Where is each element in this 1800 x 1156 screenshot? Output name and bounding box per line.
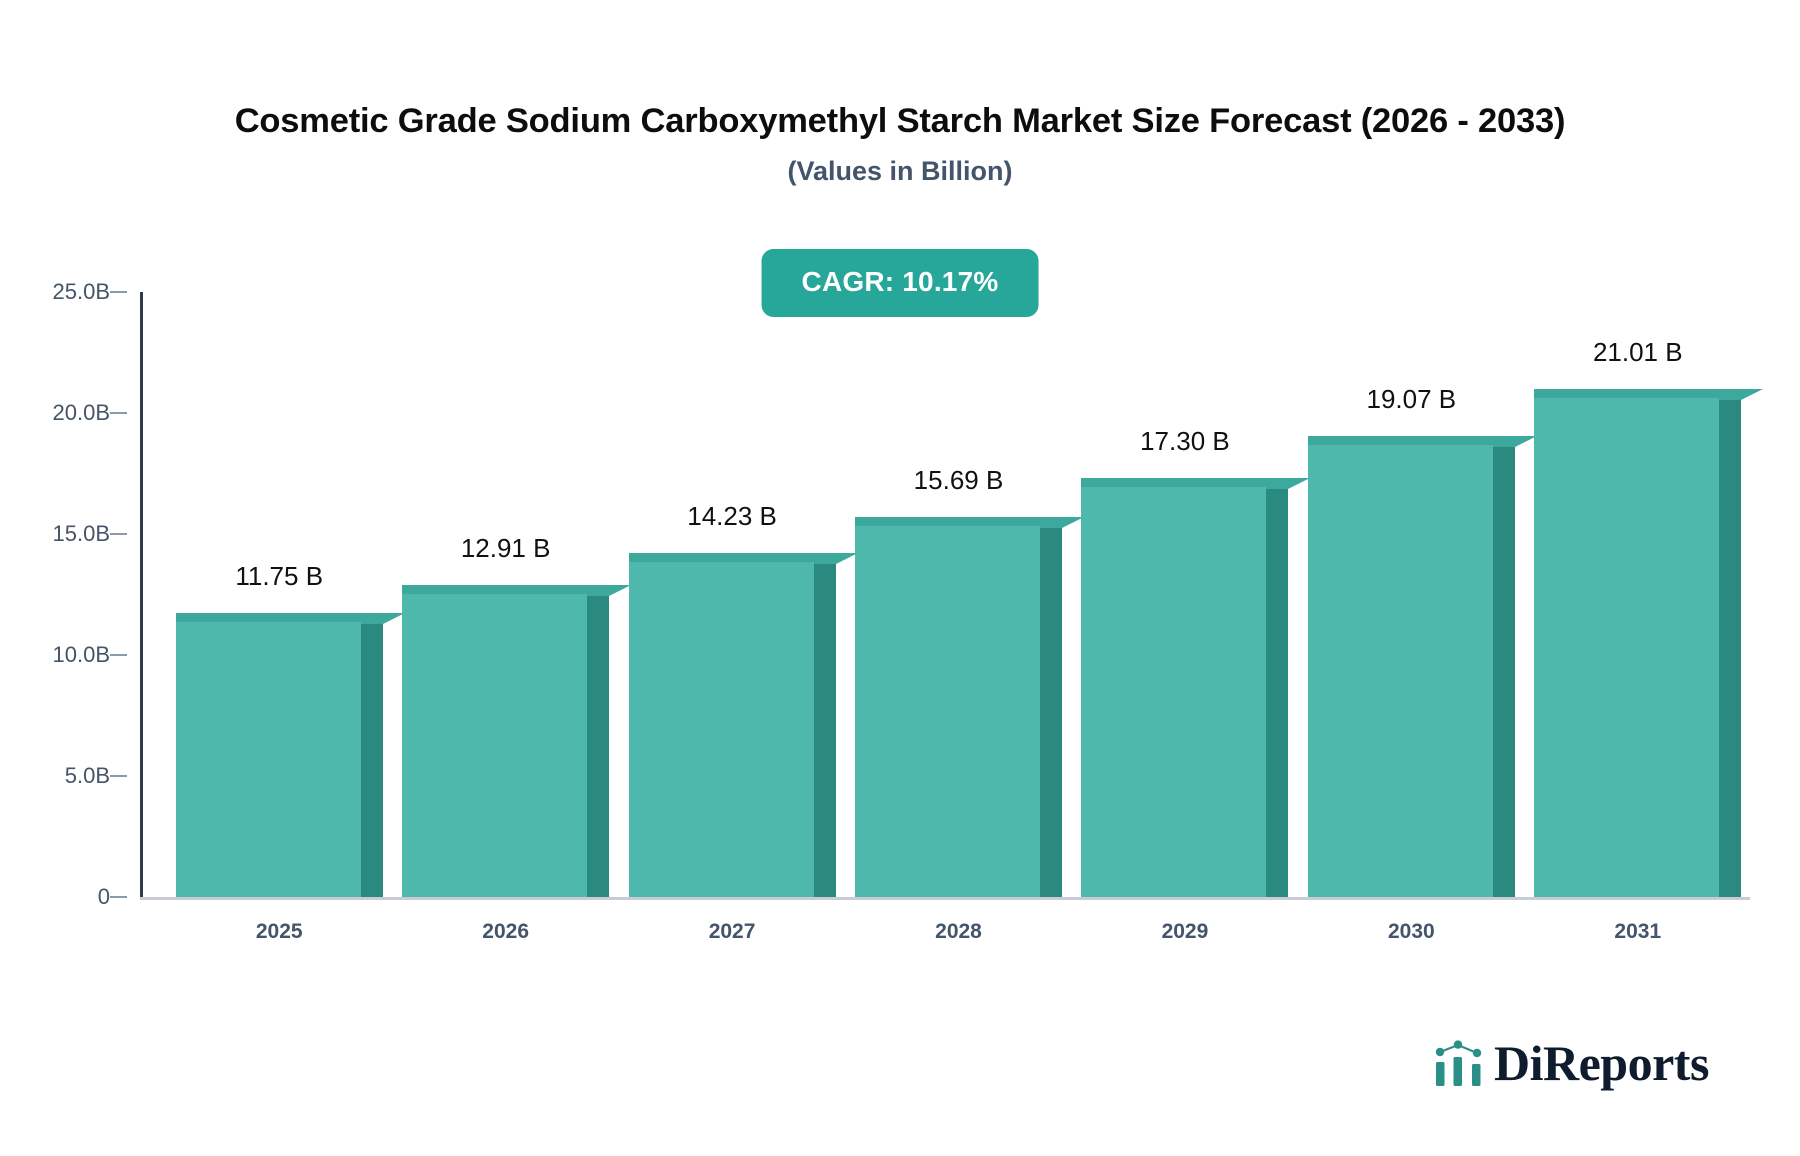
bar[interactable] [402,584,632,897]
bar-side-cap [1492,435,1537,447]
y-axis-line [140,292,143,898]
y-axis-label: 10.0B [52,642,111,667]
bar[interactable] [628,552,858,897]
bar-top-face [402,584,588,594]
bar-front-face [175,612,361,897]
bar-value-label: 17.30 B [1140,426,1230,457]
x-axis-label: 2027 [708,920,756,943]
chart-header: Cosmetic Grade Sodium Carboxymethyl Star… [0,102,1800,187]
bar-value-label: 11.75 B [235,560,324,591]
bar-value-label: 14.23 B [687,500,777,531]
bar-value-label: 19.07 B [1366,383,1457,414]
bar-chart-icon [1435,1040,1482,1086]
y-axis-tick [110,775,127,777]
cagr-badge: CAGR: 10.17% [761,249,1039,317]
bar-front-face [1307,435,1493,897]
bar-front-face [1081,478,1267,897]
chart-subtitle: (Values in Billion) [787,155,1013,186]
bar-side-face [1040,528,1062,897]
y-axis-tick [110,896,127,898]
y-axis-label: 25.0B [52,279,111,304]
bar[interactable] [1307,435,1537,897]
y-axis-tick [110,291,127,293]
x-axis-label: 2028 [935,920,982,943]
bar-top-face [855,517,1040,527]
x-axis-label: 2030 [1387,920,1435,943]
x-axis-line [140,897,1750,900]
page-title: Cosmetic Grade Sodium Carboxymethyl Star… [234,102,1566,140]
y-axis-tick [110,654,127,656]
y-axis-tick [110,412,127,414]
bar-value-label: 12.91 B [460,532,551,563]
bar-top-face [1081,478,1267,488]
bar-side-face [1719,399,1742,897]
bar-side-face [1492,446,1515,897]
bar[interactable] [855,517,1084,897]
bar[interactable] [1081,478,1311,897]
bar-side-face [587,595,610,897]
bar-top-face [1534,388,1720,398]
logo-text: DiReports [1494,1035,1709,1091]
y-axis-label: 0 [97,884,110,909]
y-axis-label: 5.0B [64,763,110,788]
x-axis-label: 2029 [1161,920,1209,943]
bar[interactable] [1534,388,1764,897]
bar-front-face [1534,388,1720,897]
bar-front-face [628,552,814,897]
bar-side-face [813,563,836,897]
y-axis-label: 15.0B [52,521,111,546]
bar-value-label: 21.01 B [1592,336,1683,367]
bar-top-face [628,552,814,562]
bar-top-face [175,612,361,622]
bar-top-face [1307,435,1493,445]
x-axis-label: 2025 [255,920,303,943]
bar[interactable] [175,612,405,897]
bar-side-face [1266,489,1289,897]
bar-side-cap [587,584,632,596]
bar-side-cap [1266,478,1311,490]
direports-logo: DiReports [1432,1038,1709,1088]
bar-front-face [402,584,588,897]
y-axis-tick [110,533,127,535]
y-axis-label: 20.0B [52,400,111,425]
bar-side-cap [1040,517,1084,529]
bar-value-label: 15.69 B [913,465,1004,496]
bar-side-cap [360,612,405,624]
bar-side-face [360,623,383,897]
bar-front-face [855,517,1040,897]
bar-side-cap [813,552,858,564]
x-axis-label: 2031 [1614,920,1662,943]
x-axis-label: 2026 [482,920,529,943]
bar-side-cap [1719,388,1764,400]
